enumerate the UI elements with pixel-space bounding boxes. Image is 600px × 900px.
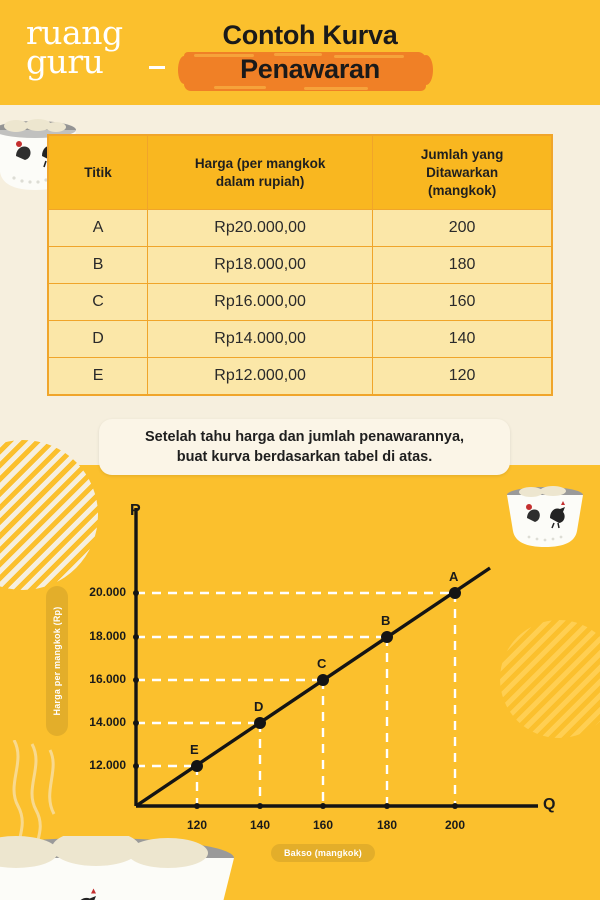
point-label-D: D bbox=[254, 699, 264, 714]
instruction-callout: Setelah tahu harga dan jumlah penawarann… bbox=[99, 419, 510, 475]
table-row: E Rp12.000,00 120 bbox=[47, 357, 553, 396]
table-body: A Rp20.000,00 200 B Rp18.000,00 180 C Rp… bbox=[47, 209, 553, 396]
x-axis-title-badge: Bakso (mangkok) bbox=[271, 844, 375, 862]
supply-curve-chart: P Q 20.000 18.000 16.000 14.000 12.000 1… bbox=[0, 480, 600, 880]
rooster-bowl-illustration-bottom-left bbox=[0, 836, 234, 900]
data-point-A bbox=[449, 587, 461, 599]
cell-jumlah: 160 bbox=[372, 283, 553, 322]
page-title: Contoh Kurva Penawaran bbox=[150, 18, 470, 87]
point-label-B: B bbox=[381, 613, 391, 628]
cell-harga: Rp12.000,00 bbox=[147, 357, 374, 396]
table-header: Titik Harga (per mangkok dalam rupiah) J… bbox=[47, 134, 553, 211]
striped-circle-decoration bbox=[500, 620, 600, 738]
column-header-harga-line-2: dalam rupiah) bbox=[215, 173, 305, 189]
cell-titik: B bbox=[47, 246, 149, 285]
page-title-line-1: Contoh Kurva bbox=[222, 20, 398, 50]
column-header-titik: Titik bbox=[47, 134, 149, 211]
cell-titik: A bbox=[47, 209, 149, 248]
point-label-A: A bbox=[449, 569, 459, 584]
logo-line-2: guru bbox=[26, 45, 165, 78]
supply-curve-line bbox=[135, 566, 491, 808]
y-tick-label-20000: 20.000 bbox=[89, 585, 126, 599]
x-axis-tick-marks bbox=[194, 803, 458, 809]
cell-jumlah: 180 bbox=[372, 246, 553, 285]
y-tick-label-14000: 14.000 bbox=[89, 715, 126, 729]
cell-harga: Rp14.000,00 bbox=[147, 320, 374, 359]
y-axis-tick-marks bbox=[133, 590, 139, 769]
x-tick-label-140: 140 bbox=[249, 818, 271, 832]
instruction-line-2: buat kurva berdasarkan tabel di atas. bbox=[176, 449, 433, 465]
data-point-C bbox=[317, 674, 329, 686]
data-point-B bbox=[381, 631, 393, 643]
column-header-jumlah-line-2: Ditawarkan bbox=[426, 164, 499, 180]
table-row: A Rp20.000,00 200 bbox=[47, 209, 553, 248]
column-header-harga-line-1: Harga (per mangkok bbox=[194, 155, 326, 171]
cell-titik: D bbox=[47, 320, 149, 359]
brush-highlight bbox=[178, 52, 433, 91]
cell-harga: Rp16.000,00 bbox=[147, 283, 374, 322]
cell-harga: Rp20.000,00 bbox=[147, 209, 374, 248]
x-axis-symbol: Q bbox=[543, 796, 556, 813]
column-header-harga: Harga (per mangkok dalam rupiah) bbox=[147, 134, 374, 211]
vertical-guide-lines bbox=[195, 593, 457, 806]
x-tick-label-160: 160 bbox=[312, 818, 334, 832]
column-header-jumlah-line-3: (mangkok) bbox=[427, 182, 497, 198]
page-title-line-2: Penawaran bbox=[240, 54, 380, 85]
point-label-E: E bbox=[190, 742, 199, 757]
horizontal-guide-lines bbox=[136, 591, 455, 768]
cell-titik: C bbox=[47, 283, 149, 322]
x-tick-label-120: 120 bbox=[186, 818, 208, 832]
table-header-row: Titik Harga (per mangkok dalam rupiah) J… bbox=[47, 134, 553, 211]
y-tick-label-18000: 18.000 bbox=[89, 629, 126, 643]
column-header-jumlah-line-1: Jumlah yang bbox=[420, 147, 504, 162]
chart-svg bbox=[133, 508, 538, 809]
data-points bbox=[191, 587, 461, 772]
cell-titik: E bbox=[47, 357, 149, 396]
cell-harga: Rp18.000,00 bbox=[147, 246, 374, 285]
rooster-bowl-illustration-chart-right bbox=[507, 486, 583, 547]
table-row: C Rp16.000,00 160 bbox=[47, 283, 553, 322]
y-axis-title-badge: Harga per mangkok (Rp) bbox=[46, 586, 68, 736]
y-axis-symbol: P bbox=[130, 502, 141, 519]
point-label-C: C bbox=[317, 656, 327, 671]
x-tick-label-200: 200 bbox=[444, 818, 466, 832]
column-header-jumlah: Jumlah yang Ditawarkan (mangkok) bbox=[372, 134, 553, 211]
table-row: B Rp18.000,00 180 bbox=[47, 246, 553, 285]
x-tick-label-180: 180 bbox=[376, 818, 398, 832]
logo-line-1: ruang bbox=[26, 13, 123, 52]
cell-jumlah: 140 bbox=[372, 320, 553, 359]
data-point-D bbox=[254, 717, 266, 729]
ruangguru-logo: ruang guru bbox=[26, 13, 165, 84]
cell-jumlah: 200 bbox=[372, 209, 553, 248]
table-row: D Rp14.000,00 140 bbox=[47, 320, 553, 359]
cell-jumlah: 120 bbox=[372, 357, 553, 396]
y-tick-label-16000: 16.000 bbox=[89, 672, 126, 686]
instruction-line-1: Setelah tahu harga dan jumlah penawarann… bbox=[144, 429, 465, 445]
data-point-E bbox=[191, 760, 203, 772]
supply-schedule-table: Titik Harga (per mangkok dalam rupiah) J… bbox=[47, 134, 553, 397]
y-tick-label-12000: 12.000 bbox=[89, 758, 126, 772]
